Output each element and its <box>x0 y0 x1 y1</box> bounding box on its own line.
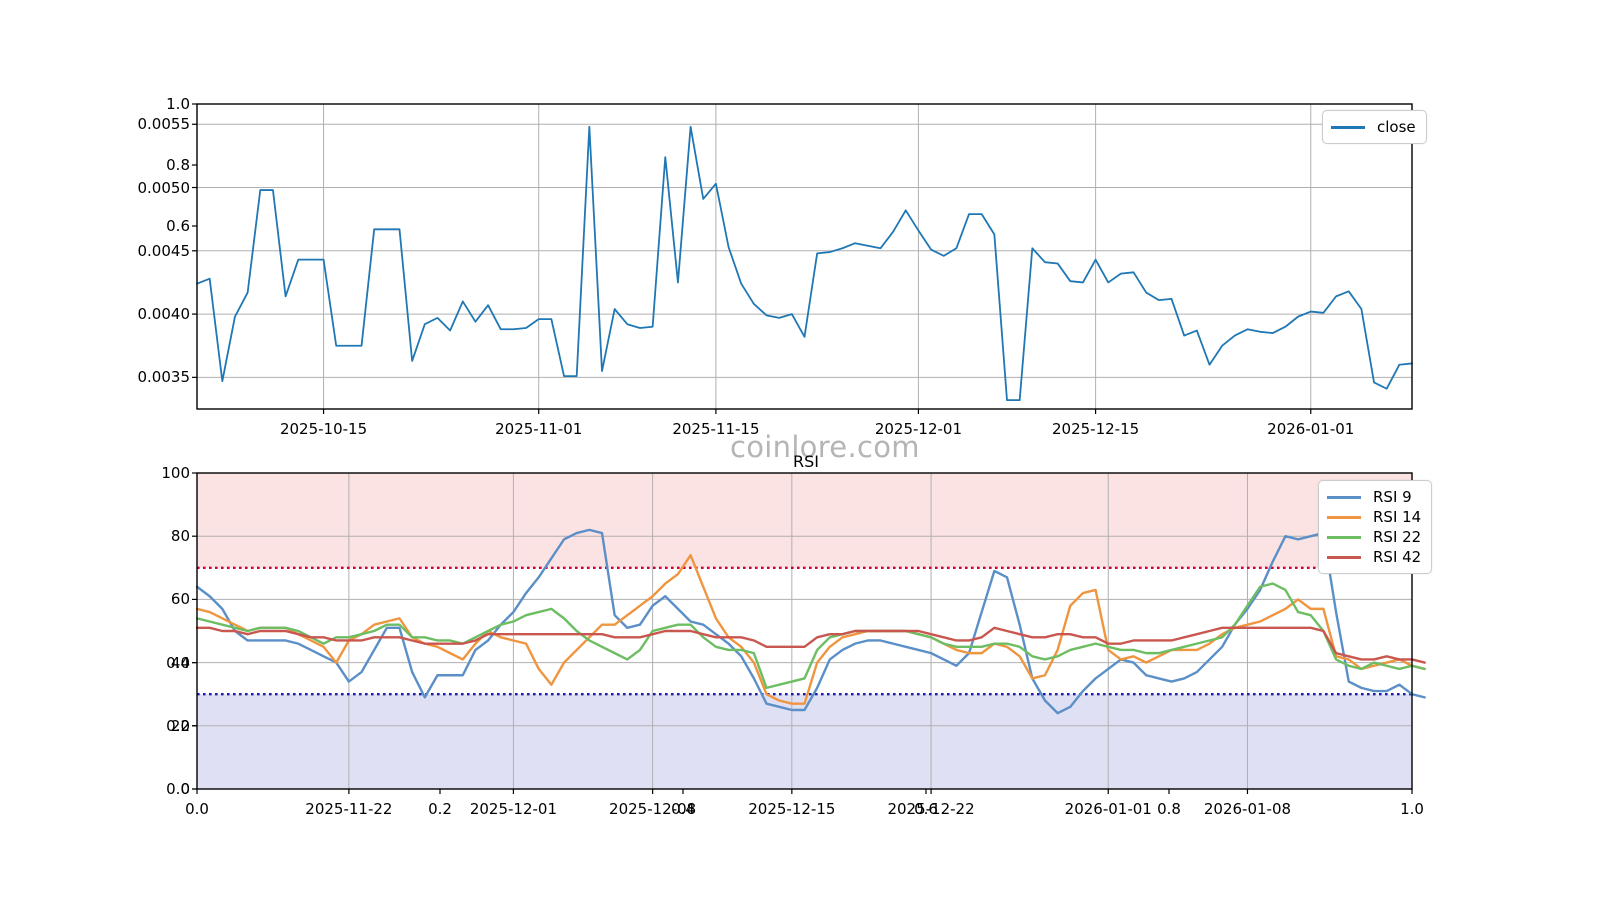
xtick-label-rsi-secondary: 0.2 <box>428 800 452 818</box>
ytick-label-price-secondary: 1.0 <box>166 95 190 113</box>
xtick-label-rsi-secondary: 1.0 <box>1400 800 1424 818</box>
xtick-label-rsi: 2025-12-22 <box>887 800 975 818</box>
rsi-band-overbought <box>197 473 1412 568</box>
price-legend: close <box>1322 110 1427 144</box>
xtick-label-rsi-secondary: 0.6 <box>914 800 938 818</box>
ytick-label-price: 0.0050 <box>137 178 191 197</box>
rsi-legend-label: RSI 14 <box>1373 508 1422 526</box>
rsi-legend-item[interactable]: RSI 14 <box>1327 507 1421 527</box>
ytick-label-rsi-secondary: 0.2 <box>166 716 190 735</box>
rsi-legend-item[interactable]: RSI 42 <box>1327 547 1421 567</box>
ytick-label-rsi: 40 <box>170 653 190 672</box>
xtick-label-rsi: 2025-11-22 <box>305 800 393 818</box>
rsi-legend-item[interactable]: RSI 22 <box>1327 527 1421 547</box>
xtick-label-price: 2025-10-15 <box>279 420 368 438</box>
rsi-legend-label: RSI 42 <box>1373 548 1422 566</box>
xtick-label-rsi-secondary: 0.4 <box>671 800 695 818</box>
price-legend-item[interactable]: close <box>1331 117 1416 137</box>
ytick-label-rsi: 60 <box>170 590 190 609</box>
xtick-label-rsi: 2026-01-01 <box>1064 800 1152 818</box>
rsi-panel-title: RSI <box>793 452 819 471</box>
xtick-label-price: 2026-01-01 <box>1267 420 1355 438</box>
xtick-label-rsi: 2025-12-08 <box>609 800 697 818</box>
rsi-legend-label: RSI 22 <box>1373 528 1422 546</box>
ytick-label-price: 0.0035 <box>137 368 191 387</box>
legend-swatch-icon <box>1331 125 1365 129</box>
xtick-label-price: 2025-11-01 <box>495 420 583 438</box>
xtick-label-price: 2025-12-01 <box>874 420 962 438</box>
legend-swatch-icon <box>1327 515 1361 519</box>
series-rsi-rsi22 <box>195 582 1426 690</box>
xtick-label-rsi: 2025-12-15 <box>748 800 836 818</box>
ytick-label-rsi: 0 <box>180 780 190 798</box>
xtick-label-rsi: 2026-01-08 <box>1203 800 1292 818</box>
ytick-label-price: 0.0045 <box>137 241 191 260</box>
ytick-label-rsi: 20 <box>170 716 190 735</box>
axes-frame-price <box>196 103 1413 410</box>
legend-swatch-icon <box>1327 555 1361 559</box>
legend-swatch-icon <box>1327 535 1361 539</box>
axes-frame-rsi <box>196 472 1413 790</box>
rsi-legend-item[interactable]: RSI 9 <box>1327 487 1421 507</box>
legend-swatch-icon <box>1327 495 1361 499</box>
rsi-legend-label: RSI 9 <box>1373 488 1412 506</box>
ytick-label-rsi-secondary: 0.4 <box>166 653 190 672</box>
ytick-label-price-secondary: 0.6 <box>166 217 190 235</box>
xtick-label-price: 2025-12-15 <box>1052 420 1140 438</box>
xtick-label-price: 2025-11-15 <box>672 420 760 438</box>
series-rsi-rsi42 <box>195 626 1426 664</box>
watermark: coinlore.com <box>730 430 920 464</box>
ytick-label-rsi: 100 <box>161 464 190 482</box>
xtick-label-rsi-secondary: 0.0 <box>185 800 209 818</box>
ytick-label-rsi-secondary: 0.0 <box>166 780 190 798</box>
series-rsi-rsi14 <box>195 553 1426 705</box>
price-legend-label: close <box>1377 118 1416 136</box>
ytick-label-price-secondary: 0.8 <box>166 156 190 174</box>
series-close <box>196 125 1413 402</box>
xtick-label-rsi-secondary: 0.8 <box>1157 800 1181 818</box>
rsi-legend: RSI 9 RSI 14 RSI 22 RSI 42 <box>1318 480 1433 574</box>
ytick-label-price: 0.0055 <box>137 115 191 134</box>
ytick-label-rsi: 80 <box>170 527 190 546</box>
xtick-label-rsi: 2025-12-01 <box>469 800 557 818</box>
series-rsi-rsi9 <box>195 528 1426 715</box>
ytick-label-price: 0.0040 <box>137 305 191 324</box>
